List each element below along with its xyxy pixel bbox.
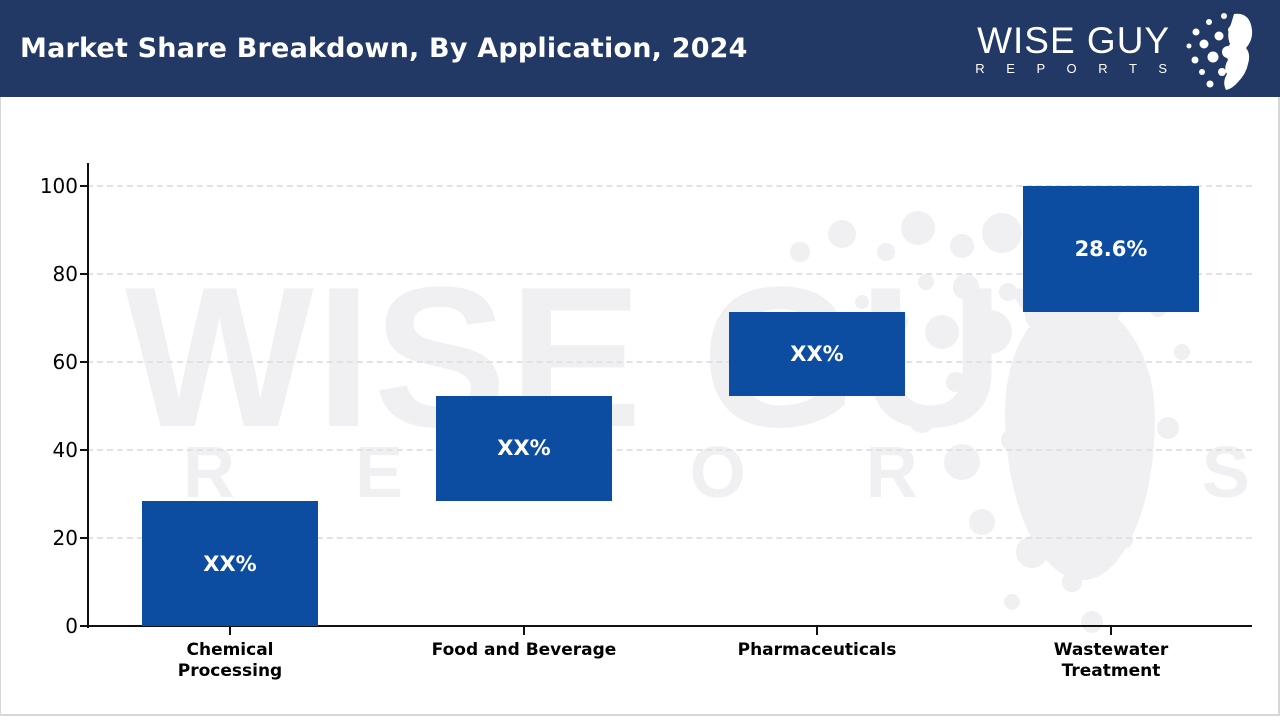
bar-value-label: XX% <box>497 436 551 461</box>
bar-segment-2 <box>729 311 905 396</box>
bar-value-label: 28.6% <box>1074 236 1148 261</box>
brand-face-icon <box>1186 12 1253 90</box>
y-axis-line <box>87 163 89 628</box>
y-tick-mark <box>80 449 88 451</box>
y-tick-mark <box>80 273 88 275</box>
x-tick-mark <box>523 627 525 635</box>
watermark-dot <box>950 234 974 258</box>
gridline <box>87 449 1252 451</box>
header-bar: Market Share Breakdown, By Application, … <box>0 0 1280 97</box>
brand-text: WISE GUY R E P O R T S <box>971 19 1176 76</box>
watermark-dot <box>1036 474 1052 490</box>
watermark-dot <box>790 242 810 262</box>
y-tick-label: 40 <box>52 438 78 462</box>
brand-logo: WISE GUY R E P O R T S <box>971 6 1254 92</box>
bar-segment-3 <box>1023 186 1199 312</box>
y-tick-mark <box>80 185 88 187</box>
bar-value-label: XX% <box>790 341 844 366</box>
watermark-dot <box>1062 572 1082 592</box>
watermark-dot <box>1157 417 1179 439</box>
watermark-dot <box>1004 594 1020 610</box>
x-category-label: Food and Beverage <box>431 640 617 660</box>
watermark-dot <box>1001 429 1023 451</box>
gridline <box>87 537 1252 539</box>
watermark-dot <box>999 283 1017 301</box>
left-border <box>0 97 1 715</box>
bar-segment-0 <box>142 501 318 626</box>
watermark-dot <box>1115 531 1133 549</box>
watermark-dot <box>1081 611 1103 633</box>
bar-value-label: XX% <box>203 551 257 576</box>
watermark-wordmark: WISE GUY <box>125 246 1142 469</box>
y-tick-label: 0 <box>65 614 78 638</box>
watermark-dot <box>968 310 1012 354</box>
watermark-dot <box>877 243 895 261</box>
watermark-dot <box>953 274 979 300</box>
watermark-dot <box>946 372 966 392</box>
y-tick-mark <box>80 625 88 627</box>
brand-reports: R E P O R T S <box>975 60 1176 76</box>
watermark-dot <box>918 274 934 290</box>
y-tick-mark <box>80 537 88 539</box>
x-tick-mark <box>1110 627 1112 635</box>
y-tick-label: 80 <box>52 262 78 286</box>
watermark-dot <box>828 220 856 248</box>
bar-segment-1 <box>436 395 612 502</box>
y-tick-label: 60 <box>52 350 78 374</box>
y-tick-mark <box>80 361 88 363</box>
watermark-dot <box>909 407 935 433</box>
x-tick-mark <box>229 627 231 635</box>
brand-wordmark: WISE GUY <box>977 19 1171 61</box>
watermark-dot <box>1016 536 1048 568</box>
bottom-hairline <box>0 714 1280 716</box>
x-category-label: Wastewater Treatment <box>1053 640 1169 681</box>
right-border <box>1278 97 1280 715</box>
page-title: Market Share Breakdown, By Application, … <box>20 33 748 64</box>
watermark-dot <box>855 295 869 309</box>
watermark-dot <box>1174 344 1190 360</box>
gridline <box>87 185 1252 187</box>
watermark-dot <box>925 315 959 349</box>
watermark-dot <box>982 213 1022 253</box>
gridline <box>87 361 1252 363</box>
watermark-dot <box>969 509 995 535</box>
y-tick-label: 20 <box>52 526 78 550</box>
x-category-label: Chemical Processing <box>177 640 283 681</box>
x-tick-mark <box>816 627 818 635</box>
y-tick-label: 100 <box>39 174 78 198</box>
x-category-label: Pharmaceuticals <box>737 640 897 660</box>
gridline <box>87 273 1252 275</box>
watermark-dot <box>901 211 935 245</box>
x-axis-line <box>87 625 1252 627</box>
